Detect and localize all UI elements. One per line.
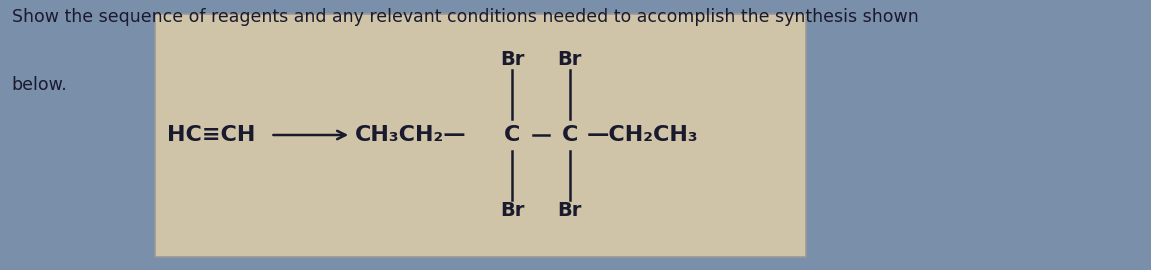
Text: Br: Br [500, 201, 525, 220]
Text: C: C [562, 125, 578, 145]
Text: Br: Br [557, 50, 582, 69]
Text: Br: Br [500, 50, 525, 69]
Text: Show the sequence of reagents and any relevant conditions needed to accomplish t: Show the sequence of reagents and any re… [12, 8, 918, 26]
Text: HC≡CH: HC≡CH [167, 125, 256, 145]
Text: C: C [504, 125, 520, 145]
Text: CH₃CH₂—: CH₃CH₂— [355, 125, 466, 145]
Text: —CH₂CH₃: —CH₂CH₃ [587, 125, 699, 145]
FancyBboxPatch shape [155, 14, 806, 256]
Text: Br: Br [557, 201, 582, 220]
Text: below.: below. [12, 76, 67, 94]
